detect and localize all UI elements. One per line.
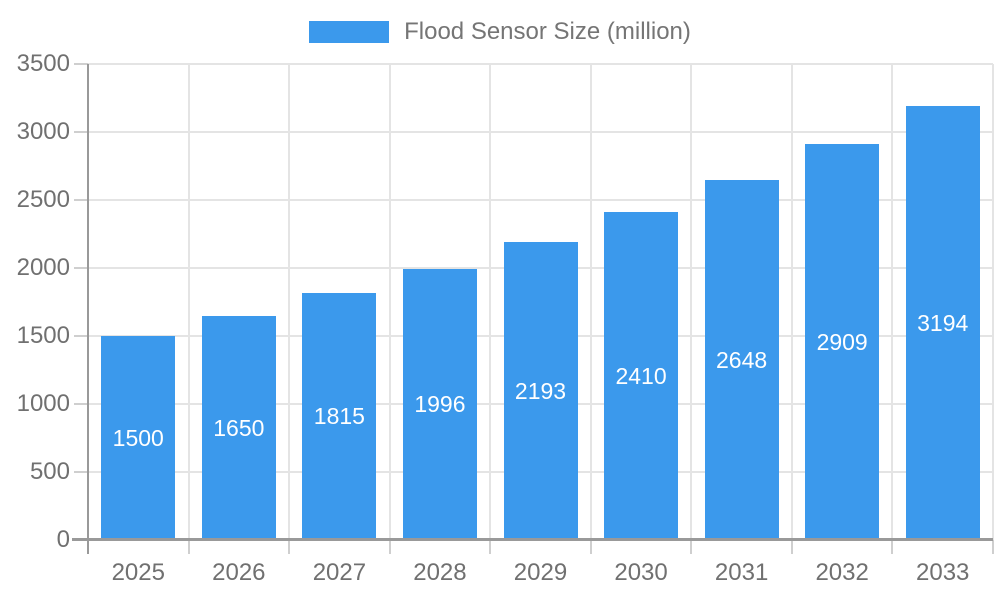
bar-2032[interactable]: 2909: [805, 144, 880, 540]
x-tick-5: [589, 540, 592, 554]
legend-swatch[interactable]: [309, 21, 390, 43]
bar-2029[interactable]: 2193: [503, 242, 578, 540]
x-axis-label-2026: 2026: [212, 559, 266, 586]
y-tick-2500: [74, 199, 88, 201]
v-gridline-3: [388, 64, 391, 540]
y-tick-3000: [74, 131, 88, 133]
y-axis-label-2000: 2000: [16, 254, 70, 281]
y-axis-label-2500: 2500: [16, 186, 70, 213]
bar-value-label-2031: 2648: [716, 346, 768, 373]
h-gridline-2500: [88, 199, 993, 201]
y-tick-2000: [74, 267, 88, 269]
y-axis-label-500: 500: [29, 458, 70, 485]
x-axis-label-2032: 2032: [815, 559, 869, 586]
plot-area: 1500 1650 1815 1996 2193 2410 2648 2909 3194: [72, 63, 994, 554]
bar-2028[interactable]: 1996: [402, 269, 477, 540]
bar-2030[interactable]: 2410: [604, 212, 679, 540]
x-axis-label-2031: 2031: [714, 559, 769, 586]
v-gridline-2: [288, 64, 291, 540]
y-axis-label-3500: 3500: [16, 50, 70, 77]
legend: Flood Sensor Size (million): [0, 18, 1000, 46]
y-axis-label-0: 0: [56, 526, 70, 553]
bar-2025[interactable]: 1500: [101, 336, 176, 540]
x-axis-label-2029: 2029: [513, 559, 568, 586]
bar-value-label-2029: 2193: [514, 377, 567, 404]
x-tick-6: [690, 540, 693, 554]
x-tick-1: [187, 540, 190, 554]
bar-value-label-2030: 2410: [615, 362, 667, 389]
v-gridline-9: [992, 64, 994, 540]
v-gridline-7: [790, 64, 793, 540]
bar-2026[interactable]: 1650: [201, 316, 276, 540]
x-tick-3: [388, 540, 391, 554]
x-axis-label-2025: 2025: [111, 559, 165, 586]
x-tick-9: [992, 540, 994, 554]
x-tick-2: [288, 540, 291, 554]
v-gridline-8: [891, 64, 894, 540]
x-tick-7: [790, 540, 793, 554]
h-gridline-3500: [88, 63, 993, 65]
bar-value-label-2027: 1815: [313, 403, 365, 429]
bar-value-label-2032: 2909: [816, 328, 868, 355]
y-tick-1000: [74, 403, 88, 405]
v-gridline-1: [187, 64, 190, 540]
y-tick-3500: [74, 63, 88, 65]
bar-value-label-2025: 1500: [112, 424, 164, 451]
x-axis-label-2030: 2030: [614, 559, 668, 586]
x-tick-4: [489, 540, 492, 554]
v-gridline-5: [589, 64, 592, 540]
bar-value-label-2026: 1650: [213, 414, 265, 441]
bar-value-label-2028: 1996: [414, 391, 466, 417]
y-axis-label-1500: 1500: [16, 322, 70, 349]
y-axis-line: [87, 64, 89, 554]
y-tick-1500: [74, 335, 88, 337]
x-tick-8: [891, 540, 894, 554]
h-gridline-3000: [88, 131, 993, 133]
bar-2033[interactable]: 3194: [905, 106, 980, 540]
bar-value-label-2033: 3194: [917, 309, 969, 336]
legend-label[interactable]: Flood Sensor Size (million): [404, 18, 691, 45]
y-axis-label-3000: 3000: [16, 118, 70, 145]
y-axis-label-1000: 1000: [16, 390, 70, 417]
bar-2027[interactable]: 1815: [302, 293, 377, 540]
x-axis-label-2028: 2028: [413, 559, 467, 586]
x-axis-label-2033: 2033: [916, 559, 970, 586]
x-axis-line: [72, 538, 993, 541]
bar-2031[interactable]: 2648: [704, 180, 779, 540]
v-gridline-4: [489, 64, 492, 540]
v-gridline-6: [690, 64, 693, 540]
y-tick-500: [74, 471, 88, 473]
x-axis-label-2027: 2027: [312, 559, 367, 586]
